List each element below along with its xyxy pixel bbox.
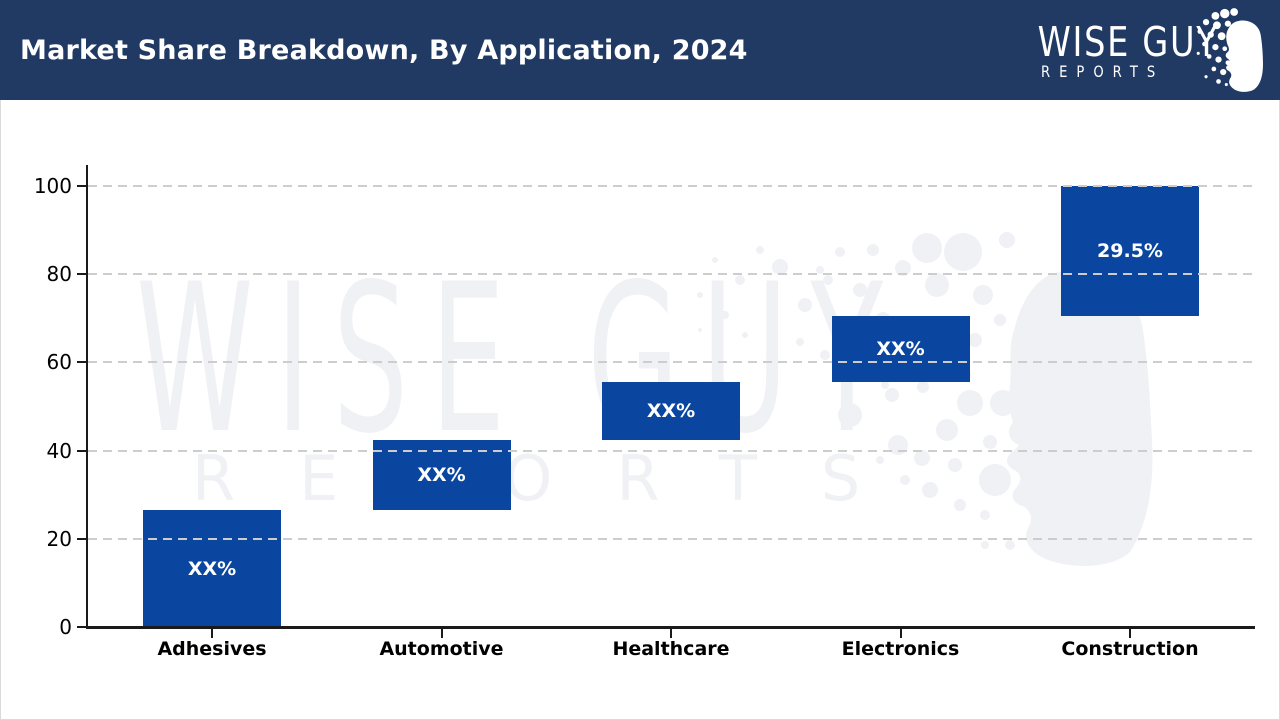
gridline-80 [88,273,1253,276]
x-category-label: Healthcare [612,638,730,660]
chart-title: Market Share Breakdown, By Application, … [20,34,748,66]
y-tick-label: 100 [33,174,72,198]
y-tick-label: 60 [46,350,72,375]
brand-logo: WISE GUY REPORTS [998,4,1270,98]
brand-face-dots-icon [1196,8,1263,92]
y-tick-mark [77,185,86,187]
brand-tagline: REPORTS [1040,62,1164,82]
brand-name: WISE GUY [1037,17,1218,66]
y-tick-mark [77,537,86,540]
x-tick-mark [440,629,443,638]
y-tick-mark [77,449,86,452]
bar-healthcare: XX% [602,382,740,440]
bar-construction: 29.5% [1061,186,1199,317]
y-tick-label: 80 [46,262,72,287]
gridline-100 [88,185,1253,187]
gridline-20 [88,537,1253,540]
x-category-label: Electronics [841,638,960,660]
y-tick-label: 0 [59,615,72,639]
x-tick-mark [1129,629,1131,638]
x-category-label: Automotive [379,638,504,660]
header-bar: Market Share Breakdown, By Application, … [0,0,1280,100]
gridline-40 [88,449,1253,452]
x-tick-mark [670,629,672,638]
x-category-label: Adhesives [157,638,267,660]
y-tick-label: 20 [46,526,72,551]
brand-logo-text: WISE GUY REPORTS [1037,17,1218,82]
bar-value-label: XX% [417,463,466,486]
y-tick-mark [77,273,86,276]
bar-value-label: 29.5% [1097,240,1163,263]
y-tick-mark [77,361,86,364]
x-tick-mark [899,629,902,638]
bar-adhesives: XX% [143,510,281,627]
gridline-60 [88,361,1253,364]
bar-electronics: XX% [831,316,970,383]
x-tick-mark [211,629,213,638]
bar-value-label: XX% [646,399,696,422]
x-axis-line [86,626,1255,629]
x-category-label: Construction [1061,638,1199,660]
y-tick-mark [77,626,86,628]
y-tick-label: 40 [46,438,72,463]
bar-value-label: XX% [187,557,237,580]
y-axis-line [86,165,88,628]
bar-value-label: XX% [876,338,925,361]
